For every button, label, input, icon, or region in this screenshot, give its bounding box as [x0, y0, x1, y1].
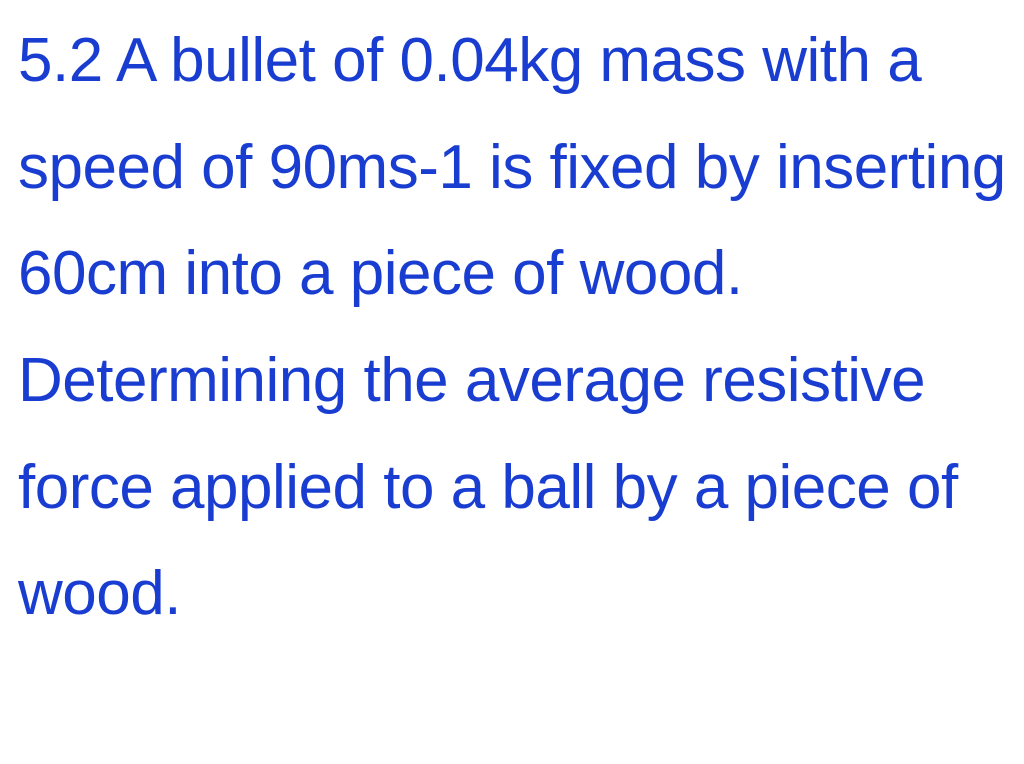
physics-problem-text: 5.2 A bullet of 0.04kg mass with a speed… — [18, 8, 1006, 648]
